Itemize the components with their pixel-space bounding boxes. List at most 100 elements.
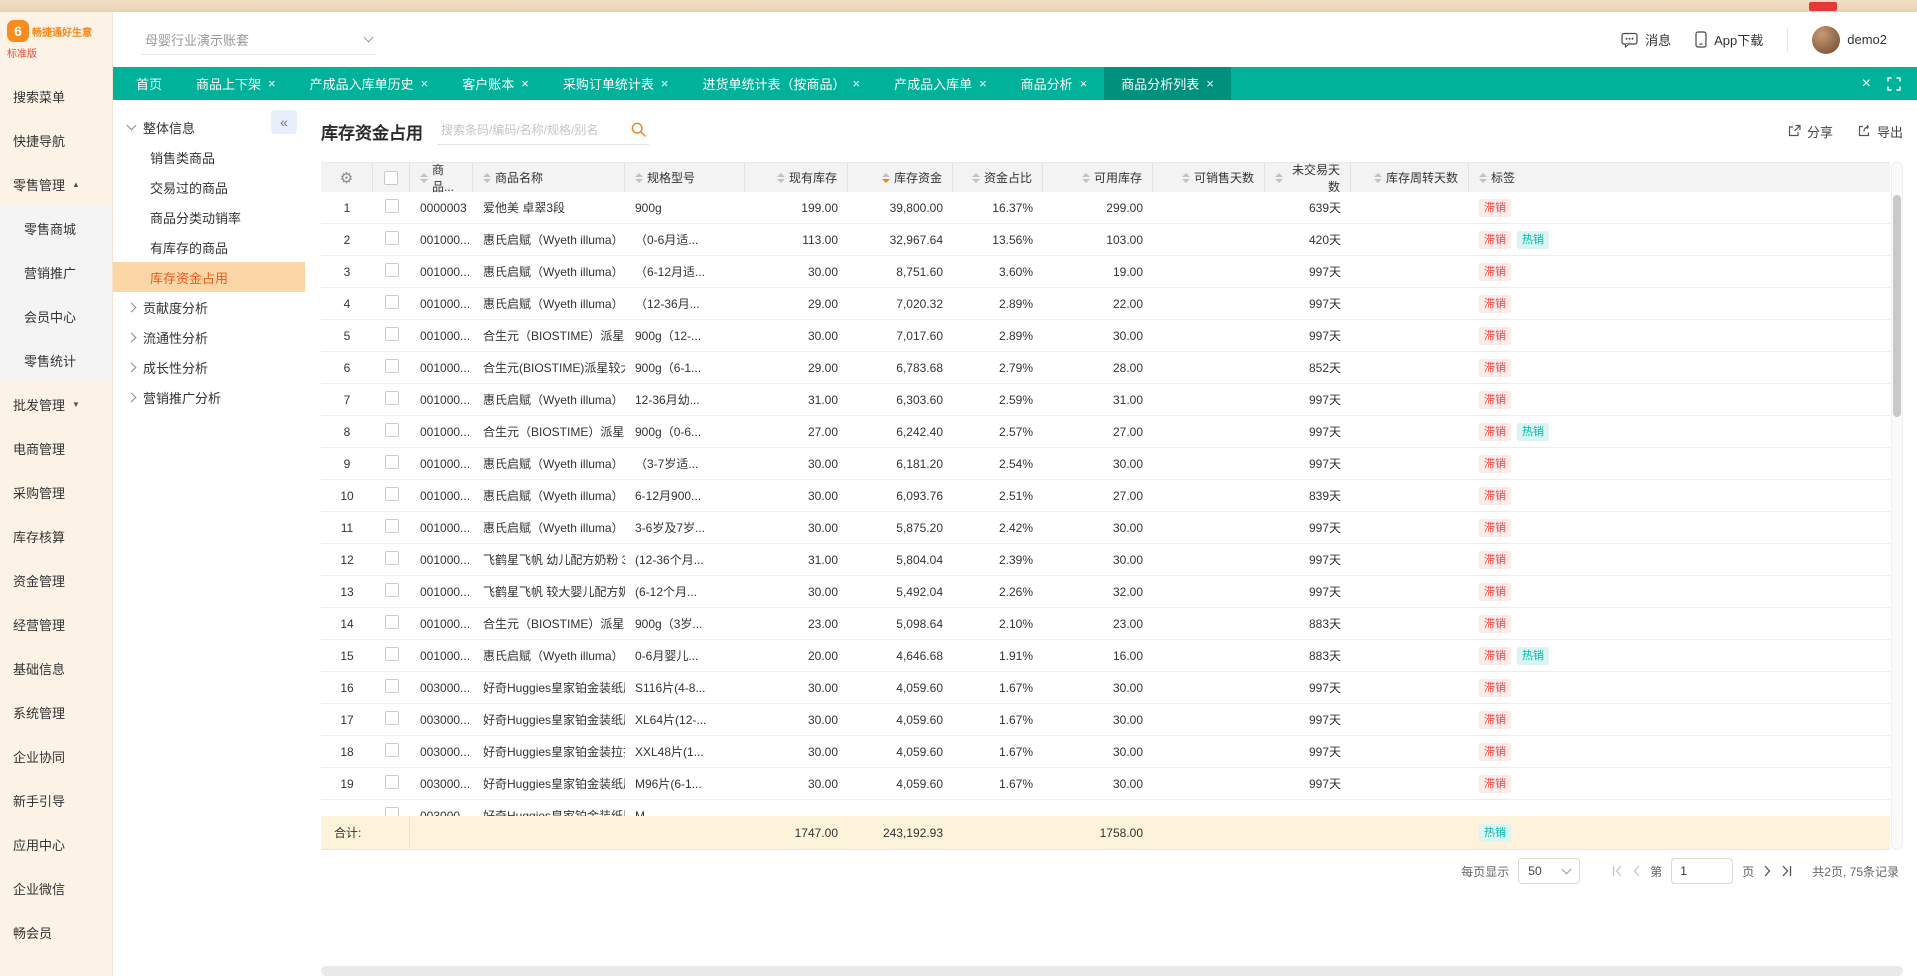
tree-group-成长性分析[interactable]: 成长性分析 — [113, 352, 305, 382]
tree-group-贡献度分析[interactable]: 贡献度分析 — [113, 292, 305, 322]
sidebar-item-零售管理[interactable]: 零售管理 ▲ — [0, 162, 112, 206]
column-header-ratio[interactable]: 资金占比 — [953, 163, 1043, 192]
tree-group-整体信息[interactable]: 整体信息 — [113, 112, 305, 142]
sidebar-item-采购管理[interactable]: 采购管理 — [0, 470, 112, 514]
close-all-tabs-icon[interactable]: × — [1861, 74, 1871, 92]
sidebar-item-系统管理[interactable]: 系统管理 — [0, 690, 112, 734]
tab-产成品入库单[interactable]: 产成品入库单 × — [877, 67, 1004, 100]
column-header-code[interactable]: 商品... — [410, 163, 473, 194]
row-checkbox[interactable] — [384, 519, 399, 533]
table-scrollbar[interactable] — [1891, 162, 1903, 850]
column-header-fund[interactable]: 库存资金 — [848, 163, 953, 192]
sidebar-item-畅会员[interactable]: 畅会员 — [0, 910, 112, 954]
row-checkbox[interactable] — [384, 263, 399, 277]
close-icon[interactable]: × — [521, 76, 529, 91]
column-header-name[interactable]: 商品名称 — [473, 163, 625, 192]
tree-item-商品分类动销率[interactable]: 商品分类动销率 — [150, 210, 242, 226]
close-icon[interactable]: × — [420, 76, 429, 91]
app-download-button[interactable]: App下载 — [1695, 30, 1763, 49]
row-checkbox[interactable] — [384, 583, 399, 597]
tree-item-库存资金占用[interactable]: 库存资金占用 — [113, 262, 305, 292]
row-checkbox[interactable] — [384, 327, 399, 341]
row-checkbox[interactable] — [384, 423, 399, 437]
tree-group-营销推广分析[interactable]: 营销推广分析 — [113, 382, 305, 412]
tree-item-销售类商品[interactable]: 销售类商品 — [150, 150, 216, 166]
sidebar-item-新手引导[interactable]: 新手引导 — [0, 778, 112, 822]
tab-客户账本[interactable]: 客户账本 × — [445, 67, 546, 100]
messages-button[interactable]: 消息 — [1621, 30, 1671, 49]
row-checkbox[interactable] — [384, 231, 399, 245]
sidebar-item-营销推广[interactable]: 营销推广 — [0, 250, 112, 294]
column-header-available[interactable]: 可用库存 — [1043, 163, 1153, 192]
next-page-button[interactable] — [1763, 865, 1772, 877]
column-header-sellable_days[interactable]: 可销售天数 — [1153, 163, 1265, 192]
column-header-turnover_days[interactable]: 库存周转天数 — [1351, 163, 1469, 192]
close-icon[interactable]: × — [852, 76, 861, 91]
tab-产成品入库单历史[interactable]: 产成品入库单历史 × — [293, 67, 446, 100]
sidebar-item-电商管理[interactable]: 电商管理 — [0, 426, 112, 470]
sidebar-item-经营管理[interactable]: 经营管理 — [0, 602, 112, 646]
row-checkbox[interactable] — [384, 551, 399, 565]
sidebar-item-库存核算[interactable]: 库存核算 — [0, 514, 112, 558]
first-page-button[interactable] — [1611, 865, 1623, 877]
fullscreen-icon[interactable] — [1887, 76, 1901, 91]
column-header-qty[interactable]: 现有库存 — [745, 163, 848, 192]
scrollbar-thumb[interactable] — [1893, 195, 1901, 417]
row-checkbox[interactable] — [384, 615, 399, 629]
column-header-settings[interactable]: ⚙ — [321, 163, 373, 192]
last-page-button[interactable] — [1781, 865, 1793, 877]
tab-商品上下架[interactable]: 商品上下架 × — [179, 67, 293, 100]
close-icon[interactable]: × — [660, 76, 669, 91]
row-checkbox[interactable] — [384, 743, 399, 757]
sidebar-item-会员中心[interactable]: 会员中心 — [0, 294, 112, 338]
row-checkbox[interactable] — [384, 711, 399, 725]
page-number-input[interactable] — [1671, 858, 1734, 884]
close-icon[interactable]: × — [979, 76, 987, 91]
row-checkbox[interactable] — [384, 679, 399, 693]
export-button[interactable]: 导出 — [1857, 122, 1903, 141]
horizontal-scrollbar[interactable] — [321, 966, 1903, 976]
row-checkbox[interactable] — [384, 295, 399, 309]
sidebar-item-批发管理[interactable]: 批发管理 ▼ — [0, 382, 112, 426]
share-button[interactable]: 分享 — [1787, 122, 1833, 141]
sidebar-item-零售商城[interactable]: 零售商城 — [0, 206, 112, 250]
column-header-idle_days[interactable]: 未交易天数 — [1265, 163, 1351, 194]
sidebar-item-企业协同[interactable]: 企业协同 — [0, 734, 112, 778]
row-checkbox[interactable] — [384, 455, 399, 469]
tab-商品分析[interactable]: 商品分析 × — [1004, 67, 1105, 100]
sidebar-item-基础信息[interactable]: 基础信息 — [0, 646, 112, 690]
select-all-checkbox[interactable] — [384, 170, 398, 185]
sidebar-item-搜索菜单[interactable]: 搜索菜单 — [0, 74, 112, 118]
collapse-panel-button[interactable]: « — [271, 110, 297, 134]
account-selector[interactable]: 母婴行业演示账套 — [141, 25, 376, 55]
tab-商品分析列表[interactable]: 商品分析列表 × — [1104, 67, 1231, 100]
row-checkbox[interactable] — [384, 359, 399, 373]
column-header-tags[interactable]: 标签 — [1469, 163, 1890, 192]
close-icon[interactable]: × — [1079, 76, 1088, 91]
user-menu[interactable]: demo2 — [1812, 25, 1887, 54]
row-checkbox[interactable] — [384, 807, 399, 816]
sidebar-item-企业微信[interactable]: 企业微信 — [0, 866, 112, 910]
tab-首页[interactable]: 首页 — [119, 67, 179, 100]
page-size-select[interactable]: 50 — [1518, 858, 1581, 884]
close-icon[interactable]: × — [1206, 76, 1214, 91]
column-header-spec[interactable]: 规格型号 — [625, 163, 745, 192]
search-icon[interactable] — [630, 121, 647, 138]
row-checkbox[interactable] — [384, 199, 399, 213]
close-icon[interactable]: × — [268, 76, 276, 91]
tab-进货单统计表（按商品）[interactable]: 进货单统计表（按商品） × — [685, 67, 877, 100]
row-checkbox[interactable] — [384, 487, 399, 501]
sidebar-item-零售统计[interactable]: 零售统计 — [0, 338, 112, 382]
row-checkbox[interactable] — [384, 775, 399, 789]
row-checkbox[interactable] — [384, 647, 399, 661]
tab-采购订单统计表[interactable]: 采购订单统计表 × — [546, 67, 686, 100]
sidebar-item-快捷导航[interactable]: 快捷导航 — [0, 118, 112, 162]
sidebar-item-资金管理[interactable]: 资金管理 — [0, 558, 112, 602]
tree-group-流通性分析[interactable]: 流通性分析 — [113, 322, 305, 352]
tree-item-有库存的商品[interactable]: 有库存的商品 — [150, 240, 229, 256]
column-header-select[interactable] — [373, 163, 410, 192]
search-input[interactable] — [441, 122, 624, 137]
sidebar-item-应用中心[interactable]: 应用中心 — [0, 822, 112, 866]
prev-page-button[interactable] — [1632, 865, 1641, 877]
tree-item-交易过的商品[interactable]: 交易过的商品 — [150, 180, 229, 196]
